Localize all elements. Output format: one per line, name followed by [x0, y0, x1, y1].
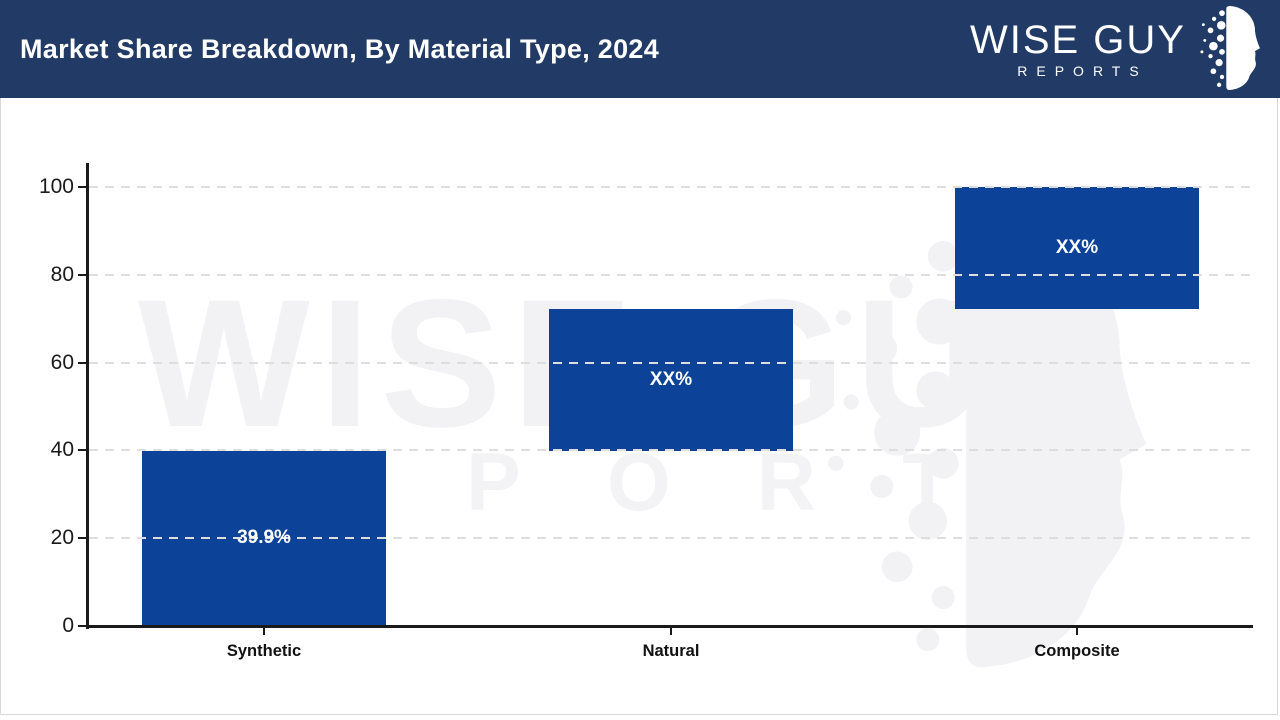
category-label: Natural [642, 642, 700, 660]
y-axis-line [86, 163, 89, 629]
gridline [89, 186, 1253, 188]
y-tick-mark [78, 449, 86, 452]
y-tick-mark [78, 273, 86, 276]
gridline [89, 537, 1253, 540]
x-tick-mark [263, 628, 265, 635]
y-tick-label: 80 [50, 262, 74, 286]
watermark-face-icon [828, 218, 1147, 668]
header-banner: Market Share Breakdown, By Material Type… [0, 0, 1280, 98]
x-tick-mark [1076, 628, 1078, 635]
y-tick-mark [78, 625, 86, 627]
y-tick-label: 20 [50, 526, 74, 550]
logo-wordmark: WISE GUY [969, 18, 1186, 62]
bar-value-label: XX% [1055, 236, 1099, 258]
y-tick-label: 40 [50, 438, 74, 462]
category-label: Synthetic [226, 642, 302, 660]
y-tick-label: 0 [62, 614, 74, 637]
logo-text: WISE GUY REPORTS [970, 19, 1186, 79]
x-axis-line [86, 625, 1253, 628]
gridline [89, 273, 1253, 276]
x-tick-mark [670, 628, 672, 635]
y-tick-mark [78, 186, 86, 188]
y-tick-label: 100 [38, 175, 74, 198]
y-tick-mark [78, 537, 86, 540]
gridline [89, 361, 1253, 364]
y-tick-label: 60 [50, 350, 74, 374]
bar-value-label: 39.9% [237, 527, 291, 549]
page-title: Market Share Breakdown, By Material Type… [20, 33, 660, 64]
gridline [89, 449, 1253, 452]
logo-subtitle: REPORTS [1017, 63, 1148, 79]
category-label: Composite [1034, 642, 1120, 660]
bar-natural [549, 308, 793, 451]
bar-composite [955, 187, 1199, 309]
y-tick-mark [78, 361, 86, 364]
bar-value-label: XX% [649, 368, 693, 390]
wiseguy-logo: WISE GUY REPORTS [970, 6, 1266, 92]
dotted-face-profile-icon [1200, 6, 1260, 91]
